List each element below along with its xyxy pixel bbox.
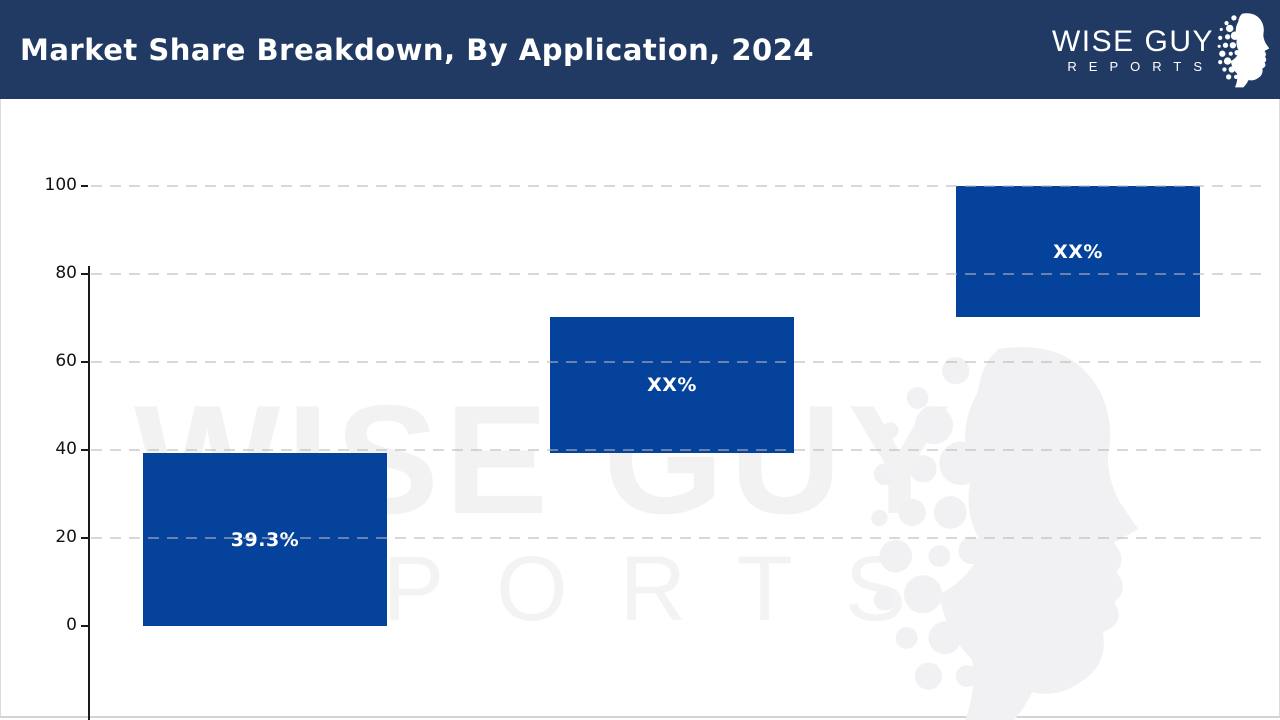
bar-power-management: 39.3%	[143, 453, 387, 626]
y-tick-label-100: 100	[44, 175, 77, 195]
header-bar: Market Share Breakdown, By Application, …	[0, 0, 1280, 99]
y-tick-label-40: 40	[55, 439, 77, 459]
logo-subtitle-text: REPORTS	[1067, 59, 1214, 75]
y-tick-label-20: 20	[55, 527, 77, 547]
watermark-head-icon	[871, 347, 1139, 720]
gridline-20	[91, 537, 1265, 539]
page-title: Market Share Breakdown, By Application, …	[20, 32, 815, 67]
y-tick-40	[81, 449, 88, 451]
bottom-divider	[0, 716, 1280, 718]
y-tick-0	[81, 625, 88, 627]
y-tick-100	[81, 185, 88, 187]
bar-value-label: XX%	[647, 374, 697, 397]
y-tick-label-0: 0	[66, 615, 77, 635]
y-tick-60	[81, 361, 88, 363]
y-tick-label-80: 80	[55, 263, 77, 283]
dotted-head-icon	[1217, 13, 1270, 88]
gridline-80	[91, 273, 1265, 275]
gridline-40	[91, 449, 1265, 451]
chart-panel: WISE GUY REPORTS 39.3% XX% XX% 0 20 40 60 80 100…	[0, 99, 1280, 720]
bar-value-label: 39.3%	[230, 528, 300, 551]
bar-value-label: XX%	[1053, 240, 1103, 263]
wise-guy-logo: WISE GUY REPORTS	[1052, 10, 1274, 90]
y-tick-80	[81, 273, 88, 275]
logo-wordmark: WISE GUY REPORTS	[1052, 26, 1214, 75]
bar-filtering: XX%	[956, 186, 1200, 318]
y-tick-label-60: 60	[55, 351, 77, 371]
gridline-60	[91, 361, 1265, 363]
bar-signal-processing: XX%	[550, 317, 794, 454]
y-axis-line	[88, 266, 90, 720]
gridline-100	[91, 185, 1265, 187]
y-tick-20	[81, 537, 88, 539]
logo-name-text: WISE GUY	[1051, 24, 1214, 58]
